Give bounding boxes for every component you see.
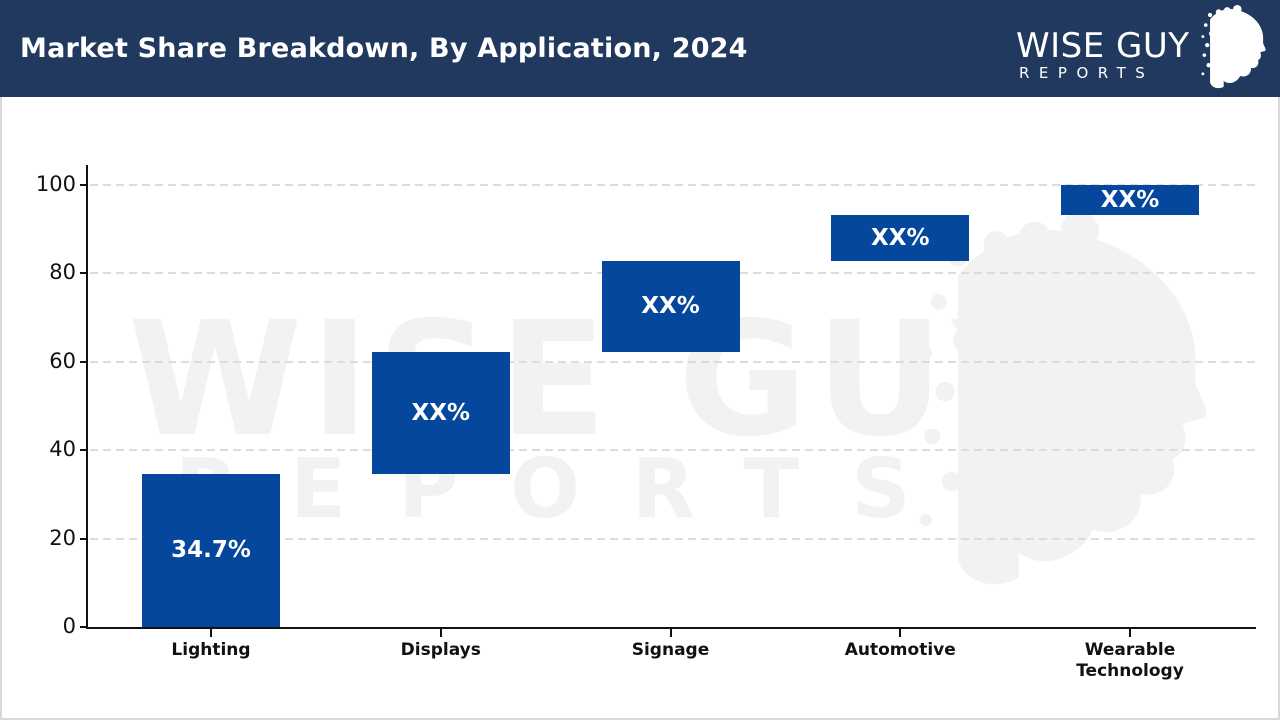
y-tick-mark-20 <box>80 537 88 540</box>
x-tick-mark-4 <box>1129 629 1131 637</box>
logo-wordmark: WISE GUY <box>1016 26 1190 66</box>
y-tick-label-0: 0 <box>62 614 76 638</box>
y-tick-mark-0 <box>80 626 88 628</box>
gridline-60 <box>90 360 1256 363</box>
bar-value-label: 34.7% <box>171 537 251 564</box>
bar-lighting: 34.7% <box>142 473 280 627</box>
x-category-label: Lighting <box>171 640 251 660</box>
x-category-label: Automotive <box>844 640 956 660</box>
y-tick-label-60: 60 <box>49 348 76 373</box>
x-tick-mark-1 <box>439 629 442 637</box>
bar-value-label: XX% <box>641 293 700 320</box>
y-tick-label-80: 80 <box>49 260 76 285</box>
y-tick-mark-80 <box>80 272 88 275</box>
wise-guy-reports-logo: WISE GUY REPORTS <box>1016 0 1266 97</box>
x-tick-mark-0 <box>210 629 212 637</box>
gridline-100 <box>90 184 1256 186</box>
bar-value-label: XX% <box>1100 186 1160 213</box>
gridline-20 <box>90 537 1256 540</box>
x-tick-mark-3 <box>899 629 902 637</box>
bar-value-label: XX% <box>411 399 470 426</box>
gridline-40 <box>90 449 1256 452</box>
logo-subtitle: REPORTS <box>1019 64 1155 82</box>
y-tick-mark-60 <box>80 360 88 363</box>
bar-displays: XX% <box>371 352 510 474</box>
watermark-subtitle: REPORTS <box>175 442 963 537</box>
page-title: Market Share Breakdown, By Application, … <box>20 33 748 64</box>
bar-wearable-technology: XX% <box>1061 185 1199 215</box>
x-category-label: Wearable Technology <box>1076 640 1184 681</box>
x-axis-line <box>86 627 1256 629</box>
x-tick-mark-2 <box>669 629 672 637</box>
watermark-wordmark: WISE GUY <box>128 288 1075 472</box>
bar-automotive: XX% <box>831 214 970 261</box>
y-tick-mark-40 <box>80 449 88 452</box>
bar-signage: XX% <box>601 260 740 353</box>
y-axis-line <box>86 165 88 629</box>
y-tick-label-20: 20 <box>49 525 76 550</box>
y-tick-mark-100 <box>80 184 88 186</box>
x-category-label: Signage <box>631 640 710 660</box>
y-tick-label-100: 100 <box>35 172 76 196</box>
bar-value-label: XX% <box>870 224 930 251</box>
y-tick-label-40: 40 <box>49 437 76 462</box>
header-bar: Market Share Breakdown, By Application, … <box>0 0 1280 97</box>
x-category-label: Displays <box>400 640 481 660</box>
